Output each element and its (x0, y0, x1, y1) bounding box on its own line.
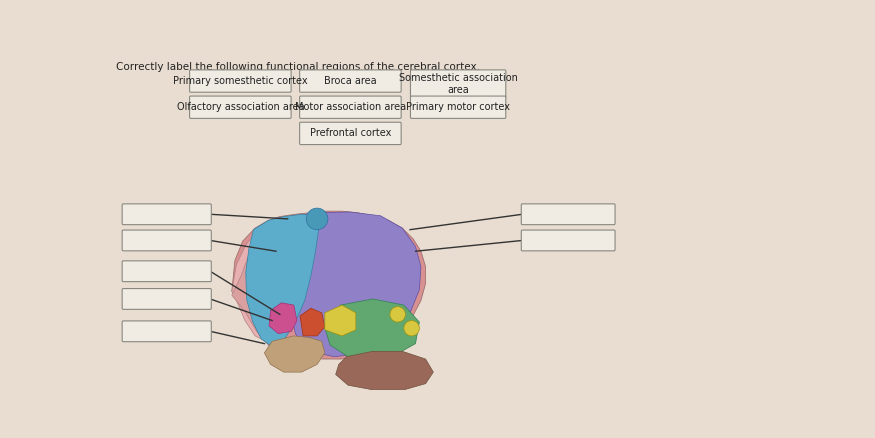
Polygon shape (325, 299, 419, 359)
FancyBboxPatch shape (410, 96, 506, 118)
Circle shape (306, 208, 328, 230)
FancyBboxPatch shape (410, 70, 506, 99)
Polygon shape (232, 211, 425, 359)
FancyBboxPatch shape (299, 96, 401, 118)
Polygon shape (246, 214, 318, 347)
Polygon shape (232, 237, 284, 353)
Text: Motor association area: Motor association area (295, 102, 406, 112)
Polygon shape (325, 305, 356, 336)
Polygon shape (300, 308, 325, 336)
Polygon shape (291, 212, 421, 357)
FancyBboxPatch shape (299, 70, 401, 92)
FancyBboxPatch shape (123, 230, 211, 251)
FancyBboxPatch shape (123, 321, 211, 342)
FancyBboxPatch shape (123, 261, 211, 282)
Polygon shape (269, 303, 297, 334)
Text: Primary somesthetic cortex: Primary somesthetic cortex (173, 76, 308, 86)
Polygon shape (264, 336, 325, 372)
Polygon shape (232, 223, 270, 340)
Polygon shape (336, 351, 433, 390)
Text: Olfactory association area: Olfactory association area (177, 102, 304, 112)
FancyBboxPatch shape (123, 289, 211, 309)
FancyBboxPatch shape (190, 70, 291, 92)
Circle shape (404, 321, 419, 336)
FancyBboxPatch shape (522, 204, 615, 225)
Circle shape (390, 307, 405, 322)
Text: Somesthetic association
area: Somesthetic association area (399, 73, 518, 95)
FancyBboxPatch shape (123, 204, 211, 225)
FancyBboxPatch shape (190, 96, 291, 118)
FancyBboxPatch shape (299, 122, 401, 145)
Text: Prefrontal cortex: Prefrontal cortex (310, 128, 391, 138)
Text: Broca area: Broca area (324, 76, 377, 86)
Text: Primary motor cortex: Primary motor cortex (406, 102, 510, 112)
FancyBboxPatch shape (522, 230, 615, 251)
Text: Correctly label the following functional regions of the cerebral cortex.: Correctly label the following functional… (116, 62, 480, 72)
